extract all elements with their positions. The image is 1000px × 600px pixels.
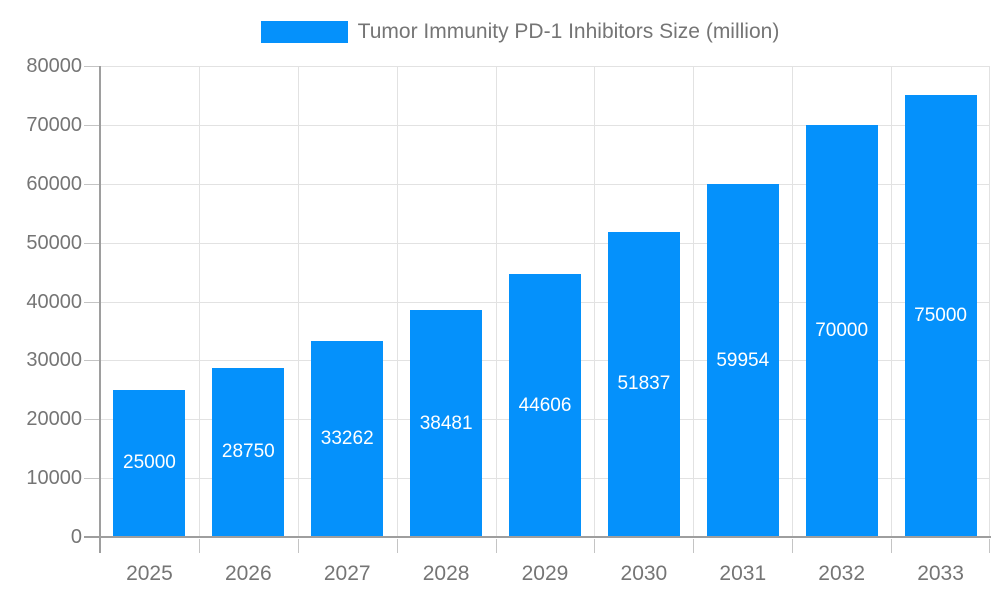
x-axis-label: 2025 xyxy=(126,562,173,585)
bar-2025[interactable]: 25000 xyxy=(113,389,186,537)
y-gridline xyxy=(100,183,990,185)
x-axis-label: 2033 xyxy=(917,562,964,585)
y-tick xyxy=(84,66,100,67)
x-gridline xyxy=(297,66,299,537)
y-tick xyxy=(84,242,100,244)
bar-2026[interactable]: 28750 xyxy=(212,367,285,537)
y-gridline xyxy=(100,242,990,244)
y-tick xyxy=(84,183,100,185)
x-gridline xyxy=(693,66,695,537)
y-axis-label: 40000 xyxy=(26,290,82,313)
x-tick xyxy=(989,539,990,553)
x-tick xyxy=(891,539,893,553)
bar-2031[interactable]: 59954 xyxy=(706,184,779,537)
bar-value-label: 44606 xyxy=(518,394,572,416)
y-axis-label: 60000 xyxy=(26,172,82,195)
y-tick xyxy=(84,360,100,362)
x-gridline xyxy=(396,66,398,537)
x-tick xyxy=(396,539,398,553)
y-axis-label: 10000 xyxy=(26,467,82,490)
y-axis-label: 50000 xyxy=(26,231,82,254)
x-tick xyxy=(297,539,299,553)
x-tick xyxy=(693,539,695,553)
x-gridline xyxy=(792,66,794,537)
y-axis-line xyxy=(99,66,101,553)
y-axis-label: 30000 xyxy=(26,349,82,372)
y-axis-label: 20000 xyxy=(26,408,82,431)
bar-2029[interactable]: 44606 xyxy=(509,274,581,537)
x-gridline xyxy=(495,66,497,537)
y-axis-label: 70000 xyxy=(26,113,82,136)
x-axis-label: 2029 xyxy=(521,562,569,585)
x-axis-label: 2026 xyxy=(224,562,272,585)
legend-swatch xyxy=(260,21,348,43)
x-axis-label: 2027 xyxy=(323,562,371,585)
x-axis-label: 2032 xyxy=(818,562,866,585)
bar-2030[interactable]: 51837 xyxy=(607,231,680,537)
y-axis-label: 80000 xyxy=(26,55,82,77)
bar-value-label: 75000 xyxy=(914,305,967,327)
y-tick xyxy=(84,124,100,126)
bar-value-label: 28750 xyxy=(221,441,275,463)
x-gridline xyxy=(198,66,200,537)
x-axis-label: 2028 xyxy=(422,562,470,585)
legend-label: Tumor Immunity PD-1 Inhibitors Size (mil… xyxy=(357,20,780,43)
x-axis-label: 2031 xyxy=(719,562,767,585)
legend[interactable]: Tumor Immunity PD-1 Inhibitors Size (mil… xyxy=(40,12,1000,52)
x-tick xyxy=(594,539,596,553)
bar-value-label: 70000 xyxy=(815,319,869,341)
bar-value-label: 38481 xyxy=(419,412,473,434)
bar-2027[interactable]: 33262 xyxy=(311,341,384,537)
bar-value-label: 33262 xyxy=(320,428,374,450)
x-gridline xyxy=(891,66,893,537)
y-gridline xyxy=(100,124,990,126)
x-gridline xyxy=(594,66,596,537)
bar-value-label: 51837 xyxy=(617,373,671,395)
y-tick xyxy=(84,478,100,480)
bar-2032[interactable]: 70000 xyxy=(805,124,878,537)
y-tick xyxy=(84,536,100,538)
plot-right-border xyxy=(989,66,990,537)
bar-value-label: 25000 xyxy=(123,452,176,474)
bar-2033[interactable]: 75000 xyxy=(904,95,977,537)
x-tick xyxy=(198,539,200,553)
y-axis-label: 0 xyxy=(70,526,82,548)
x-axis-line xyxy=(99,536,991,538)
bar-value-label: 59954 xyxy=(716,349,770,371)
x-axis-label: 2030 xyxy=(620,562,668,585)
y-tick xyxy=(84,301,100,303)
x-tick xyxy=(495,539,497,553)
y-gridline xyxy=(100,66,990,67)
x-tick xyxy=(792,539,794,553)
bar-2028[interactable]: 38481 xyxy=(410,310,483,537)
y-tick xyxy=(84,419,100,421)
